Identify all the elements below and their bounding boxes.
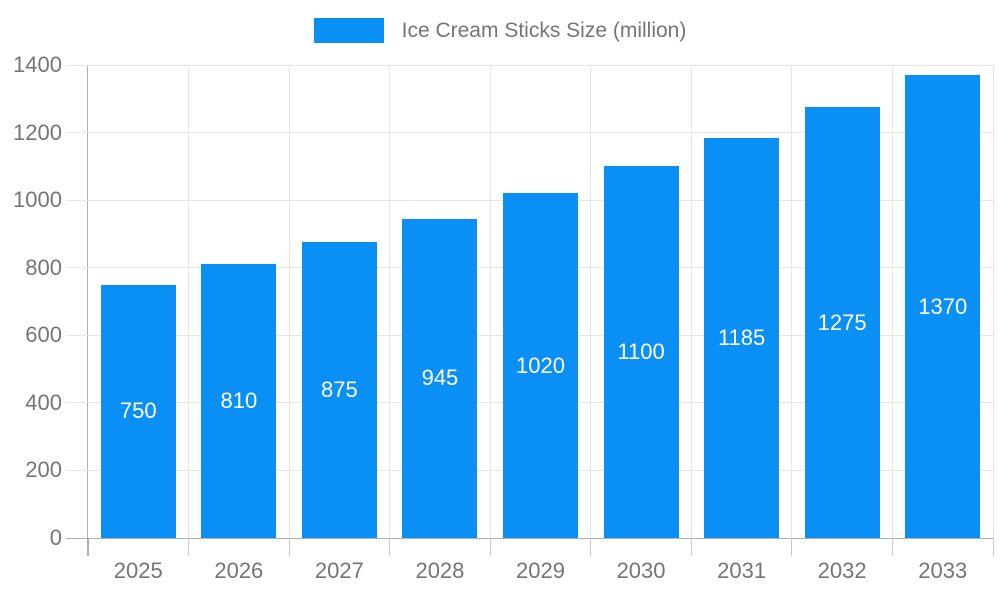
legend-swatch[interactable]	[313, 18, 384, 43]
v-gridline	[690, 65, 692, 538]
x-axis-tick	[389, 538, 391, 556]
bar-value-label: 1185	[717, 324, 766, 350]
legend-label[interactable]: Ice Cream Sticks Size (million)	[401, 18, 687, 42]
x-axis-tick-label: 2030	[616, 558, 666, 583]
y-axis-tick-label: 200	[25, 457, 62, 483]
bar[interactable]: 810	[201, 264, 277, 538]
x-axis-tick	[791, 538, 793, 556]
y-axis-tick-label: 1000	[13, 187, 62, 213]
x-axis-tick	[87, 538, 89, 556]
bar-value-label: 875	[321, 377, 358, 403]
legend: Ice Cream Sticks Size (million)	[0, 18, 1000, 43]
bar-value-label: 1275	[817, 309, 867, 335]
x-axis-tick	[690, 538, 692, 556]
h-gridline	[66, 132, 993, 134]
bar-value-label: 750	[119, 398, 157, 424]
v-gridline	[590, 65, 592, 538]
x-axis-tick	[992, 538, 994, 556]
y-axis-tick-label: 400	[25, 389, 62, 415]
y-axis-tick-label: 1200	[13, 119, 62, 145]
bar-value-label: 945	[421, 365, 459, 391]
x-axis-tick	[188, 538, 190, 556]
y-axis-tick-label: 600	[25, 322, 62, 348]
bar[interactable]: 1020	[503, 193, 578, 538]
bar[interactable]: 875	[301, 242, 377, 538]
bar-value-label: 1020	[516, 352, 565, 378]
bar-value-label: 1370	[918, 293, 968, 319]
bar[interactable]: 750	[100, 284, 176, 538]
v-gridline	[791, 65, 793, 538]
v-gridline	[489, 65, 491, 538]
bar[interactable]: 1370	[905, 75, 981, 538]
plot-area: 750 810 875 945 1020 1100 1185 1275 1370	[66, 64, 994, 539]
v-gridline	[891, 65, 893, 538]
x-axis-tick-label: 2027	[314, 558, 364, 583]
x-axis-tick	[891, 538, 893, 556]
x-axis-tick	[590, 538, 592, 556]
bar-value-label: 1100	[617, 339, 665, 365]
y-axis-line	[87, 65, 88, 556]
bar[interactable]: 1275	[804, 107, 880, 538]
x-axis-tick-label: 2029	[516, 558, 565, 583]
x-axis-tick	[288, 538, 290, 556]
x-axis-tick	[489, 538, 491, 556]
v-gridline	[389, 65, 391, 538]
v-gridline	[188, 65, 190, 538]
x-axis-tick-label: 2032	[817, 558, 867, 583]
y-axis-tick-label: 0	[49, 525, 62, 550]
bar[interactable]: 1185	[704, 137, 780, 538]
v-gridline	[288, 65, 290, 538]
y-axis-tick-label: 1400	[13, 52, 62, 77]
x-axis-tick-label: 2028	[415, 558, 465, 583]
x-axis-tick-label: 2025	[113, 558, 163, 583]
h-gridline	[66, 64, 993, 66]
x-axis-baseline	[66, 537, 993, 539]
v-gridline	[992, 65, 994, 538]
y-axis-tick-label: 800	[25, 254, 62, 280]
bar-value-label: 810	[220, 388, 258, 414]
bar[interactable]: 945	[402, 218, 478, 538]
x-axis-tick-label: 2033	[918, 558, 968, 583]
bar[interactable]: 1100	[603, 166, 679, 538]
x-axis-tick-label: 2026	[214, 558, 264, 583]
x-axis-tick-label: 2031	[717, 558, 767, 583]
